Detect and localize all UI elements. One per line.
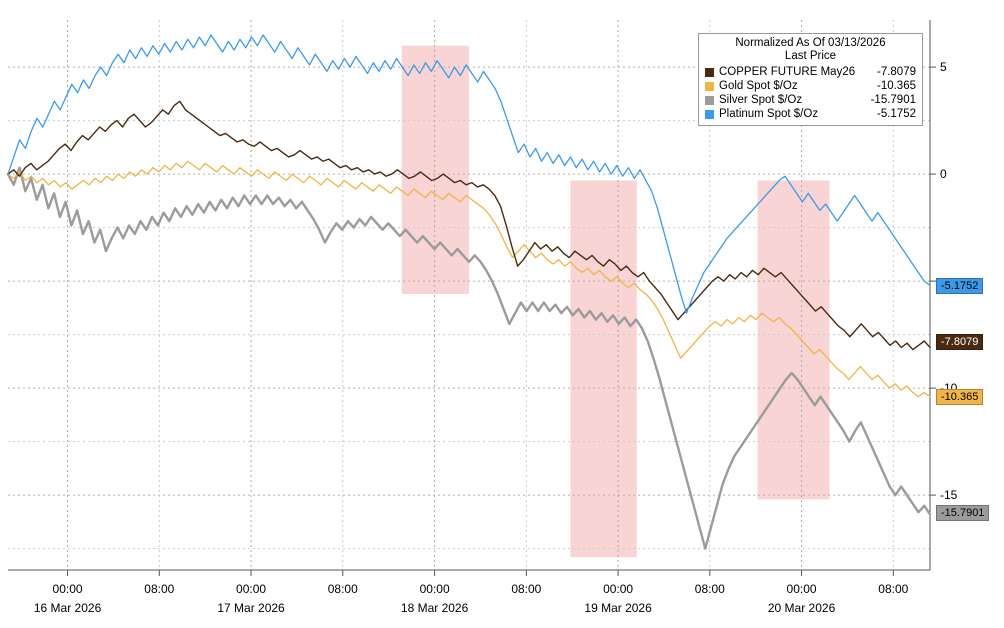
legend-series-name: Gold Spot $/Oz <box>719 80 798 92</box>
series-line <box>7 34 931 314</box>
x-tick-label-time: 00:00 <box>236 582 266 596</box>
legend-series-value: -10.365 <box>876 80 916 92</box>
chart-legend: Normalized As Of 03/13/2026 Last Price C… <box>698 33 923 126</box>
y-tick-label: 5 <box>940 60 947 74</box>
legend-series-name: COPPER FUTURE May26 <box>719 66 856 78</box>
legend-item: Silver Spot $/Oz -15.7901 <box>705 93 916 107</box>
x-tick-label-date: 16 Mar 2026 <box>34 601 102 615</box>
legend-color-swatch-icon <box>705 81 714 91</box>
x-tick-label-time: 08:00 <box>878 582 908 596</box>
x-tick-label-date: 18 Mar 2026 <box>401 601 469 615</box>
legend-series-value: -7.8079 <box>876 66 916 78</box>
right-axis-value-tag: -10.365 <box>936 388 984 405</box>
x-tick-label-time: 00:00 <box>603 582 633 596</box>
y-tick-label: 0 <box>940 167 947 181</box>
legend-item: Gold Spot $/Oz -10.365 <box>705 79 916 93</box>
legend-series-value: -5.1752 <box>876 108 916 120</box>
right-axis-value-tag: -7.8079 <box>936 334 984 351</box>
x-tick-label-time: 00:00 <box>787 582 817 596</box>
x-tick-label-time: 08:00 <box>695 582 725 596</box>
x-tick-label-time: 08:00 <box>144 582 174 596</box>
legend-series-value: -15.7901 <box>870 94 916 106</box>
legend-item: COPPER FUTURE May26 -7.8079 <box>705 65 916 79</box>
legend-color-swatch-icon <box>705 95 714 105</box>
x-tick-label-date: 17 Mar 2026 <box>217 601 285 615</box>
right-axis-value-tag: -15.7901 <box>936 505 990 521</box>
x-tick-label-time: 08:00 <box>511 582 541 596</box>
series-line <box>6 166 932 550</box>
x-tick-label-time: 00:00 <box>53 582 83 596</box>
right-axis-value-tag: -5.1752 <box>936 277 984 294</box>
y-tick-label: -15 <box>940 488 958 502</box>
series-line <box>7 100 931 351</box>
highlight-region <box>401 45 469 294</box>
x-tick-label-date: 19 Mar 2026 <box>584 601 652 615</box>
legend-series-name: Platinum Spot $/Oz <box>719 108 819 120</box>
x-tick-label-time: 00:00 <box>420 582 450 596</box>
highlight-region <box>757 180 830 500</box>
legend-series-name: Silver Spot $/Oz <box>719 94 803 106</box>
legend-color-swatch-icon <box>705 109 714 119</box>
legend-title-line1: Normalized As Of 03/13/2026 <box>735 37 886 49</box>
legend-entries: COPPER FUTURE May26 -7.8079 Gold Spot $/Oz… <box>705 65 916 121</box>
x-tick-label-time: 08:00 <box>328 582 358 596</box>
legend-title-line2: Last Price <box>784 50 837 62</box>
series-line <box>7 160 931 398</box>
legend-color-swatch-icon <box>705 67 714 77</box>
x-tick-label-date: 20 Mar 2026 <box>768 601 836 615</box>
legend-item: Platinum Spot $/Oz -5.1752 <box>705 107 916 121</box>
highlight-region <box>570 180 637 558</box>
